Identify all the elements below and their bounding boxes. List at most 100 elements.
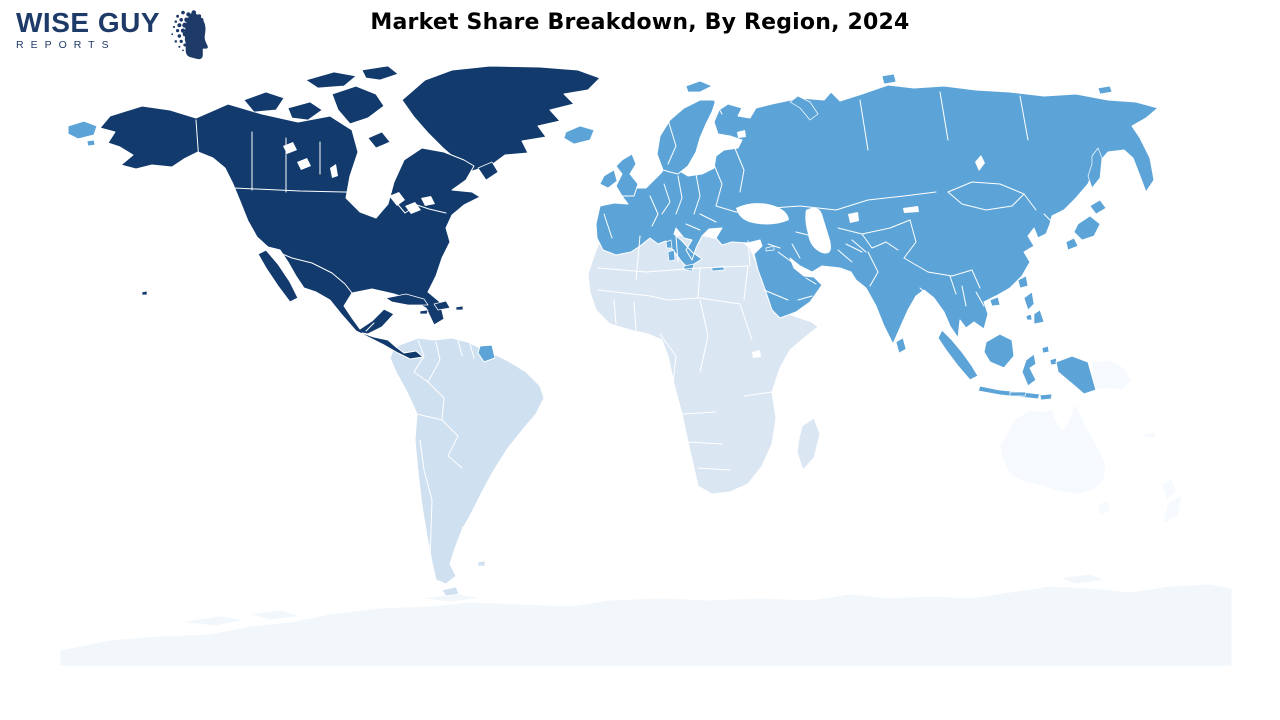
chart-title: Market Share Breakdown, By Region, 2024 [370,10,910,35]
border-line [845,243,863,253]
great-britain [615,153,639,197]
south-america-mainland [389,337,545,585]
lesser-sunda [1009,391,1027,397]
border-line [457,339,463,357]
region-antarctica [59,573,1233,667]
antarctica-shelf [249,609,301,621]
antarctica-mainland [59,583,1233,667]
logo-subtext: REPORTS [16,39,116,52]
lake-victoria [752,350,761,358]
north-america-mainland [99,103,481,360]
timor [1039,393,1053,401]
new-zealand-north [1161,478,1177,501]
border-line [975,291,985,307]
hokkaido [1089,199,1107,215]
border-line [859,99,869,151]
newfoundland [477,161,499,181]
border-line [597,265,749,273]
border-line [795,231,813,237]
border-line [699,299,709,373]
border-line [867,251,879,287]
border-line [961,285,967,307]
cuba [385,293,429,306]
border-line [681,411,717,415]
new-zealand-south [1162,494,1183,525]
australia [999,402,1107,495]
border-line [777,251,793,263]
antarctica-shelf [1059,573,1106,585]
java [977,385,1041,400]
chukotka-islet [86,139,96,147]
border-line [947,181,1025,195]
cyprus [765,245,775,252]
border-line [635,235,641,281]
taiwan [1017,275,1029,289]
border-line [419,439,433,561]
great-lakes [421,196,435,206]
sumatra [937,329,979,381]
sardinia [667,249,676,262]
border-line [659,333,677,393]
region-africa [587,229,821,495]
luzon [1023,291,1035,311]
border-line [461,521,471,529]
falkland-islands [477,560,486,567]
french-guiana [477,344,496,363]
border-line [697,467,731,471]
novaya-zemlya [789,95,819,121]
border-line [747,240,751,267]
border-line [733,145,745,193]
region-south-america [389,337,545,597]
border-line [675,235,679,263]
puerto-rico [455,305,464,311]
head-profile-icon [171,10,208,60]
border-line [939,91,949,141]
wrangel-island [1097,85,1113,95]
hispaniola [433,300,451,311]
border-line [1019,95,1029,141]
border-line [715,205,753,213]
border-line [1023,193,1037,211]
sri-lanka [895,337,907,354]
sakhalin [1087,147,1103,189]
moluccas [1041,345,1050,354]
ireland [599,169,618,189]
ellesmere-island [305,71,357,89]
baffin-island [331,85,385,125]
border-line [667,119,677,165]
sulawesi [1021,353,1037,387]
borneo [983,333,1015,369]
border-line [861,233,899,251]
border-line [427,381,445,421]
new-caledonia [1143,431,1157,439]
jamaica [419,309,429,315]
banks-island [243,91,285,113]
visayas [1025,313,1033,321]
border-line [195,119,208,174]
lake-balkhash [903,206,919,213]
border-line [767,243,781,249]
border-line [597,289,741,305]
border-line [413,339,425,373]
border-line [903,257,973,277]
madagascar [796,417,821,471]
border-line [697,267,701,299]
border-line [949,275,957,295]
iceland [563,125,595,145]
border-line [739,303,753,341]
border-line [919,287,929,297]
border-line [837,249,853,263]
border-line [797,295,813,301]
caspian-sea [805,207,831,254]
border-line [699,213,717,223]
border-line [469,343,475,359]
honshu [1073,215,1101,241]
great-slave-lake [297,158,311,170]
border-line [693,173,701,215]
devon-island [361,65,399,81]
aral-sea [848,212,859,223]
border-line [1043,213,1053,223]
border-line [603,213,613,239]
border-line [685,223,701,231]
